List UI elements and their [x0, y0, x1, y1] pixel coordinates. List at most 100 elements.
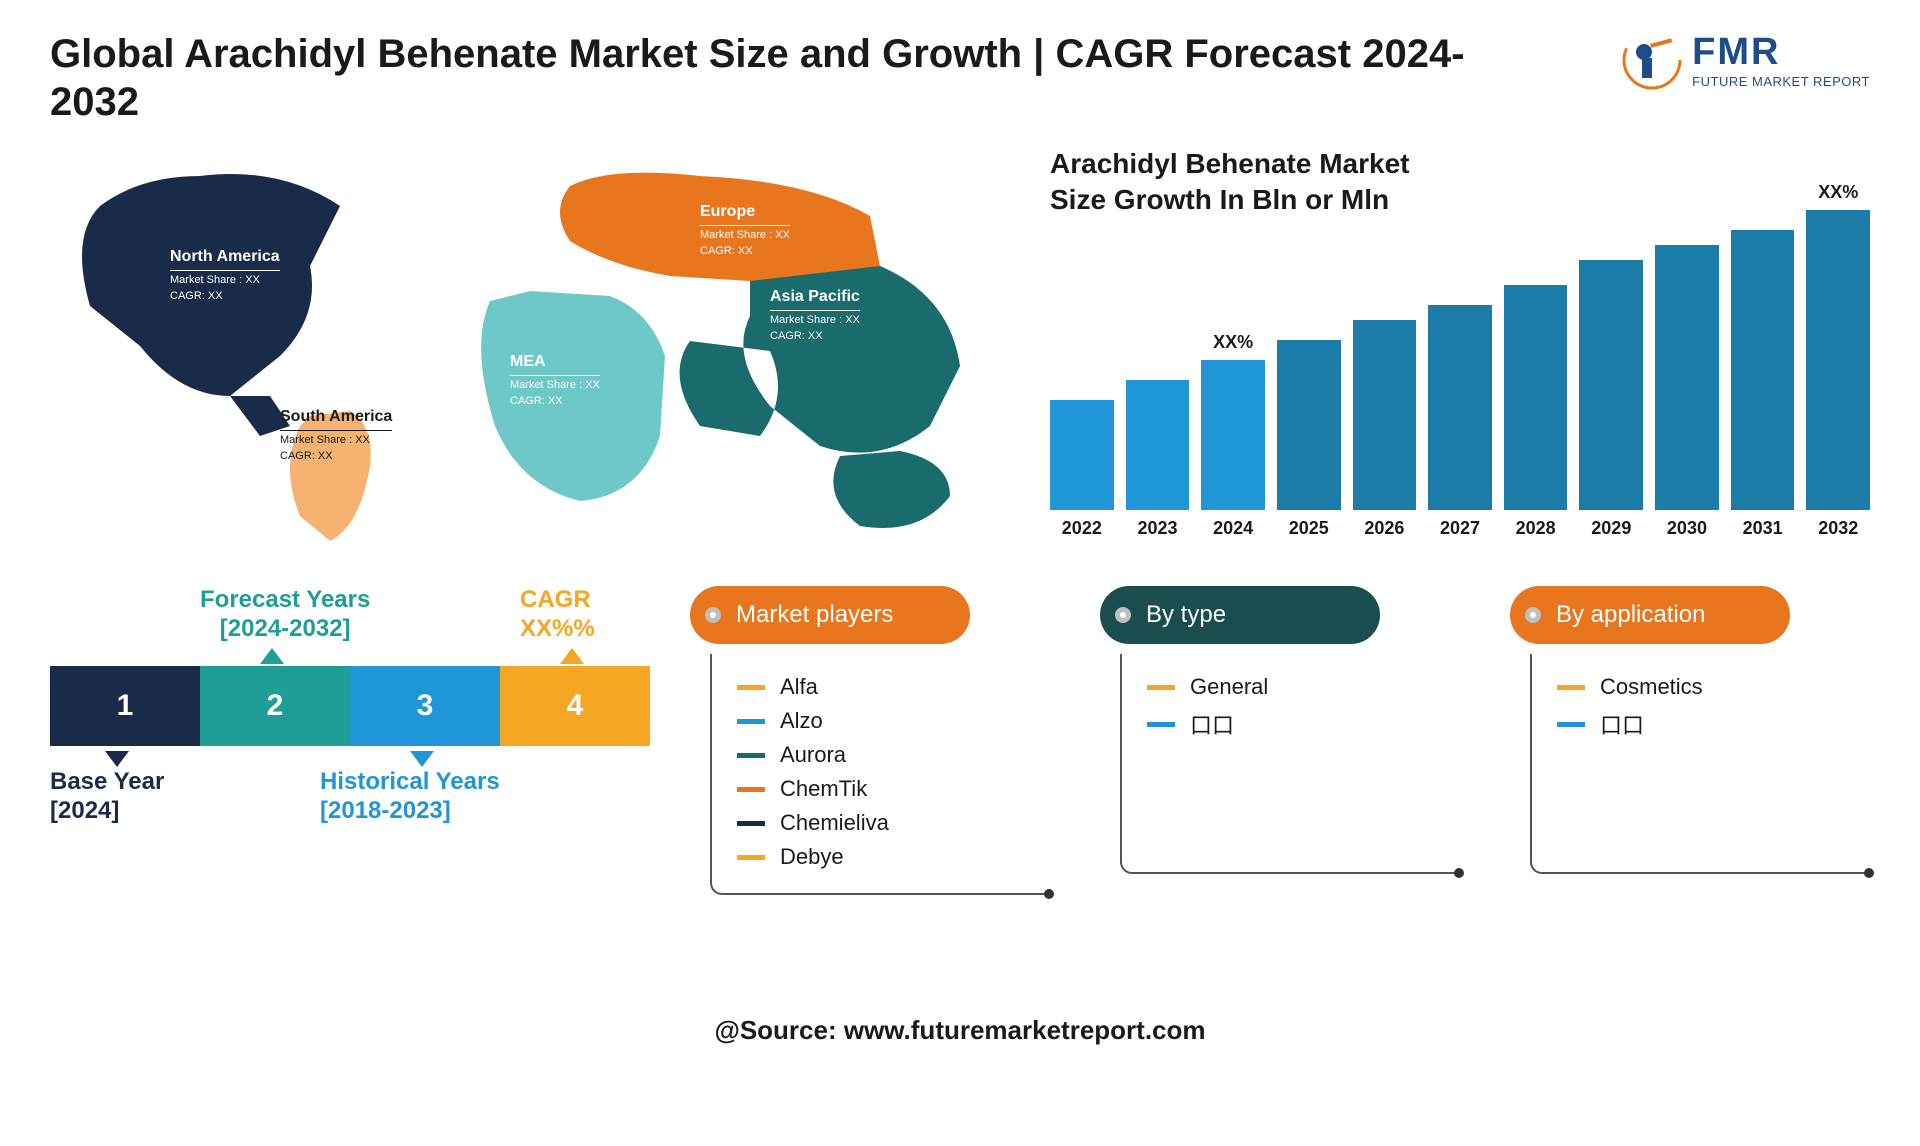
- logo-text-main: FMR: [1692, 31, 1870, 74]
- bars-container: 2022 2023 XX%2024 2025 2026 2027 2028 2029 2030 2…: [1050, 229, 1870, 539]
- logo-text-sub: FUTURE MARKET REPORT: [1692, 74, 1870, 89]
- dash-icon: [737, 821, 765, 826]
- card-type: By type General 口口: [1100, 586, 1460, 895]
- dash-icon: [1147, 685, 1175, 690]
- region-label: South AmericaMarket Share : XXCAGR: XX: [280, 406, 392, 464]
- bar-wrap: 2027: [1428, 305, 1492, 539]
- card-body: General 口口: [1120, 654, 1460, 874]
- list-item: ChemTik: [737, 776, 1040, 802]
- bar-wrap: 2028: [1504, 285, 1568, 539]
- card-players: Market players Alfa Alzo Aurora ChemTik Chemi…: [690, 586, 1050, 895]
- dash-icon: [1147, 722, 1175, 727]
- card-title: By application: [1556, 601, 1705, 629]
- bar: XX%: [1201, 360, 1265, 510]
- region-north-america: [82, 174, 340, 436]
- list-item-label: ChemTik: [780, 776, 867, 802]
- bar-year-label: 2032: [1818, 518, 1858, 539]
- timeline-segment: 1: [50, 666, 200, 746]
- card-body: Cosmetics 口口: [1530, 654, 1870, 874]
- map-svg: [50, 146, 1010, 546]
- bar-wrap: 2023: [1126, 380, 1190, 539]
- world-map: North AmericaMarket Share : XXCAGR: XX So…: [50, 146, 1010, 546]
- card-header: Market players: [690, 586, 970, 644]
- card-body: Alfa Alzo Aurora ChemTik Chemieliva Debye: [710, 654, 1050, 895]
- region-label: EuropeMarket Share : XXCAGR: XX: [700, 201, 790, 259]
- bullet-icon: [1115, 607, 1131, 623]
- timeline-bar: 1234: [50, 666, 650, 746]
- bar-year-label: 2023: [1137, 518, 1177, 539]
- arrow-down-icon: [410, 751, 434, 767]
- bar-year-label: 2025: [1289, 518, 1329, 539]
- list-item: Aurora: [737, 742, 1040, 768]
- timeline: Forecast Years[2024-2032] CAGRXX%% 1234 …: [50, 586, 650, 746]
- list-item: Alfa: [737, 674, 1040, 700]
- bullet-icon: [705, 607, 721, 623]
- region-label: North AmericaMarket Share : XXCAGR: XX: [170, 246, 280, 304]
- list-item-label: Aurora: [780, 742, 846, 768]
- bar: [1277, 340, 1341, 510]
- bar: [1579, 260, 1643, 510]
- bar: XX%: [1806, 210, 1870, 510]
- arrow-down-icon: [105, 751, 129, 767]
- dash-icon: [737, 787, 765, 792]
- chart-title: Arachidyl Behenate Market Size Growth In…: [1050, 146, 1450, 219]
- page-title: Global Arachidyl Behenate Market Size an…: [50, 30, 1550, 126]
- bar-wrap: 2022: [1050, 400, 1114, 539]
- list-item-label: Cosmetics: [1600, 674, 1703, 700]
- list-item-label: General: [1190, 674, 1268, 700]
- timeline-segment: 4: [500, 666, 650, 746]
- list-item: Chemieliva: [737, 810, 1040, 836]
- list-item: Alzo: [737, 708, 1040, 734]
- bar-year-label: 2026: [1364, 518, 1404, 539]
- bar-year-label: 2030: [1667, 518, 1707, 539]
- list-item: Debye: [737, 844, 1040, 870]
- bar-wrap: 2026: [1353, 320, 1417, 539]
- list-item-label: 口口: [1600, 708, 1644, 740]
- bar-year-label: 2028: [1516, 518, 1556, 539]
- list-item-label: Chemieliva: [780, 810, 889, 836]
- arrow-up-icon: [560, 648, 584, 664]
- bar-wrap: XX% 2032: [1806, 210, 1870, 539]
- dash-icon: [737, 685, 765, 690]
- list-item-label: Alzo: [780, 708, 823, 734]
- dash-icon: [737, 855, 765, 860]
- region-label: Asia PacificMarket Share : XXCAGR: XX: [770, 286, 860, 344]
- dash-icon: [1557, 722, 1585, 727]
- bar-wrap: 2031: [1731, 230, 1795, 539]
- timeline-segment: 2: [200, 666, 350, 746]
- cagr-label: CAGRXX%%: [520, 586, 595, 644]
- base-year-label: Base Year[2024]: [50, 768, 164, 826]
- card-title: By type: [1146, 601, 1226, 629]
- bar-annotation: XX%: [1818, 182, 1858, 203]
- logo: FMR FUTURE MARKET REPORT: [1622, 30, 1870, 90]
- dash-icon: [737, 719, 765, 724]
- upper-row: North AmericaMarket Share : XXCAGR: XX So…: [50, 146, 1870, 546]
- lower-row: Forecast Years[2024-2032] CAGRXX%% 1234 …: [50, 586, 1870, 895]
- list-item: 口口: [1557, 708, 1860, 740]
- bar-year-label: 2027: [1440, 518, 1480, 539]
- bar-wrap: 2029: [1579, 260, 1643, 539]
- card-application: By application Cosmetics 口口: [1510, 586, 1870, 895]
- list-item: Cosmetics: [1557, 674, 1860, 700]
- list-item: General: [1147, 674, 1450, 700]
- bar-wrap: XX%2024: [1201, 360, 1265, 539]
- source-text: @Source: www.futuremarketreport.com: [50, 1015, 1870, 1046]
- arrow-up-icon: [260, 648, 284, 664]
- list-item-label: 口口: [1190, 708, 1234, 740]
- card-header: By application: [1510, 586, 1790, 644]
- dash-icon: [737, 753, 765, 758]
- bar: [1050, 400, 1114, 510]
- bar: [1126, 380, 1190, 510]
- bullet-icon: [1525, 607, 1541, 623]
- bar-wrap: 2025: [1277, 340, 1341, 539]
- list-item-label: Alfa: [780, 674, 818, 700]
- dash-icon: [1557, 685, 1585, 690]
- historical-label: Historical Years[2018-2023]: [320, 768, 500, 826]
- bar-wrap: 2030: [1655, 245, 1719, 539]
- card-header: By type: [1100, 586, 1380, 644]
- bar-year-label: 2031: [1743, 518, 1783, 539]
- timeline-segment: 3: [350, 666, 500, 746]
- bar: [1428, 305, 1492, 510]
- card-title: Market players: [736, 601, 893, 629]
- bar: [1353, 320, 1417, 510]
